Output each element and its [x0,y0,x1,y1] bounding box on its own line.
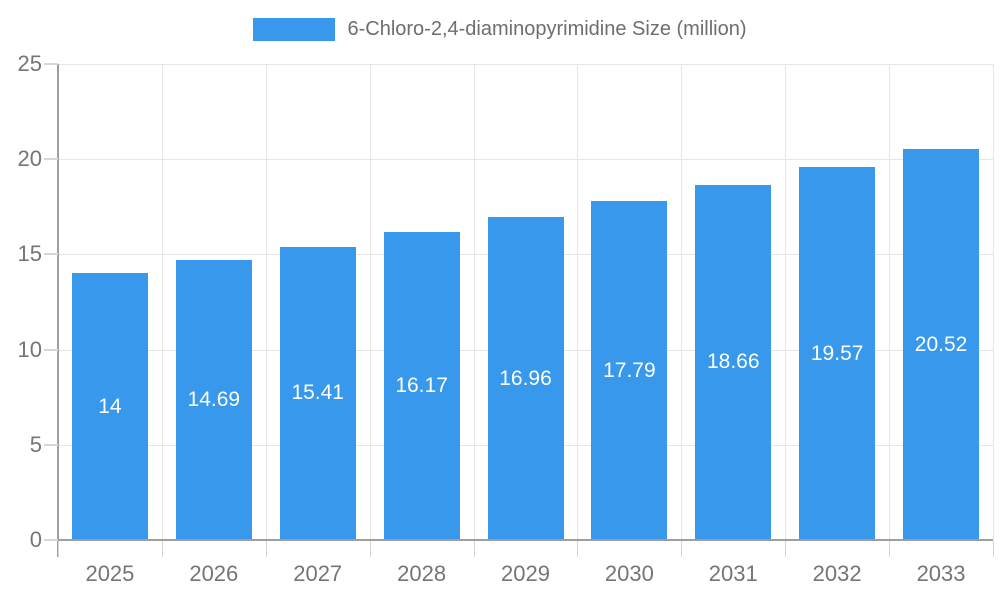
bar[interactable]: 20.52 [903,149,980,540]
bar[interactable]: 15.41 [279,246,356,540]
h-gridline [58,159,993,161]
x-tick-label: 2032 [812,561,862,586]
y-tick [44,348,58,351]
x-tick-label: 2030 [604,561,654,586]
bar[interactable]: 14 [71,273,148,540]
x-tick [785,541,787,557]
bar-value-label: 14 [98,394,122,418]
bar[interactable]: 18.66 [695,184,772,540]
y-tick-label: 20 [17,146,42,172]
y-tick-label: 5 [29,431,42,457]
y-tick [44,158,58,161]
bar-value-label: 15.41 [291,381,344,405]
bar-value-label: 19.57 [810,341,864,365]
bar[interactable]: 16.96 [487,217,564,540]
x-tick [681,541,683,557]
y-tick [44,63,58,65]
x-tick [577,541,579,557]
x-tick-label: 2028 [397,561,447,586]
bar[interactable]: 19.57 [799,167,876,540]
x-tick [993,541,994,557]
y-tick [44,539,58,541]
v-gridline [369,64,371,540]
x-tick [265,541,267,557]
y-tick [44,253,58,256]
v-gridline [161,64,163,540]
y-tick-label: 25 [17,51,42,76]
bar[interactable]: 17.79 [591,201,668,540]
bar-value-label: 18.66 [706,350,760,374]
x-tick-label: 2025 [85,561,135,586]
v-gridline [577,64,579,540]
x-axis-line [57,539,993,541]
x-tick-label: 2027 [293,561,343,586]
x-tick [58,541,59,557]
bar[interactable]: 16.17 [383,232,460,540]
bar-value-label: 17.79 [603,358,656,382]
bar-value-label: 16.96 [499,366,552,390]
x-tick-label: 2031 [708,561,758,586]
bar-value-label: 20.52 [914,332,968,356]
y-tick-label: 15 [17,241,42,267]
x-tick [889,541,891,557]
y-axis-line [57,64,59,557]
x-tick [369,541,371,557]
bar[interactable]: 14.69 [175,260,252,540]
x-tick [473,541,475,557]
bar-value-label: 16.17 [395,374,448,398]
h-gridline [58,64,993,65]
x-tick-label: 2026 [189,561,239,586]
legend-swatch [253,18,336,41]
plot-area: 14 14.69 15.41 16.17 16.96 17.79 18.66 19.57 20.… [58,64,994,540]
y-tick-label: 0 [29,527,42,552]
v-gridline [681,64,683,540]
v-gridline [265,64,267,540]
v-gridline [785,64,787,540]
v-gridline [473,64,475,540]
bar-value-label: 14.69 [187,388,241,412]
x-tick [161,541,163,557]
legend-label: 6-Chloro-2,4-diaminopyrimidine Size (mil… [347,18,747,40]
legend[interactable]: 6-Chloro-2,4-diaminopyrimidine Size (mil… [0,18,1000,41]
x-tick-label: 2029 [501,561,550,586]
x-tick-label: 2033 [916,561,966,586]
v-gridline [889,64,891,540]
y-tick-label: 10 [17,336,42,362]
y-tick [44,443,58,446]
v-gridline [993,64,994,540]
